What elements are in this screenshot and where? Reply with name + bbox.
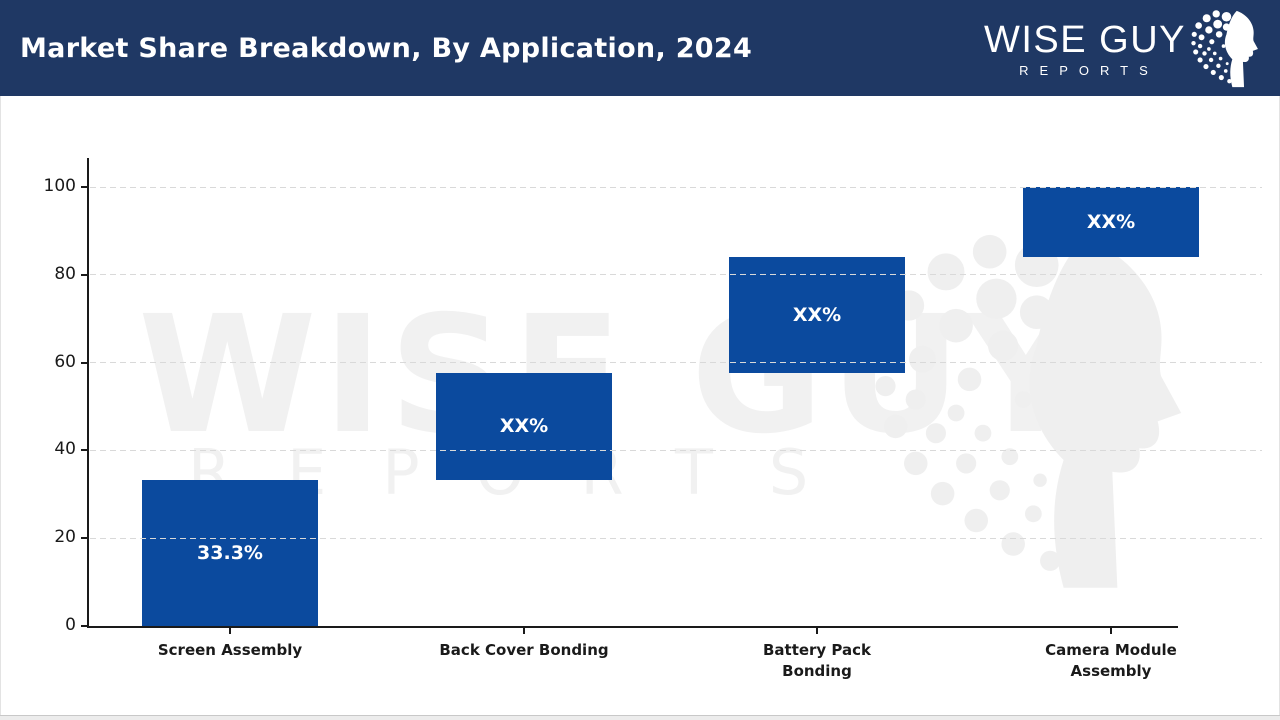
y-tick-label-100: 100 xyxy=(43,176,76,196)
y-tick-label-40: 40 xyxy=(54,439,76,460)
y-tick-mark xyxy=(81,186,88,188)
gridline-60 xyxy=(90,362,1262,364)
y-tick-mark xyxy=(81,273,88,276)
y-tick-mark xyxy=(81,449,88,452)
y-tick-label-60: 60 xyxy=(54,351,76,372)
brand-sub: REPORTS xyxy=(1019,62,1159,78)
x-axis xyxy=(87,626,1178,628)
x-tick-label-battery-pack-bonding: Battery Pack Bonding xyxy=(762,641,872,680)
bottom-edge-strip xyxy=(0,715,1280,720)
bar-back-cover-bonding xyxy=(436,373,612,480)
bar-value-label: XX% xyxy=(499,415,549,438)
gridline-40 xyxy=(90,449,1262,451)
left-edge-line xyxy=(0,96,1,720)
brand-name: WISE GUY xyxy=(983,18,1186,61)
y-tick-mark xyxy=(81,625,88,627)
bar-camera-module-assembly xyxy=(1023,187,1199,257)
gridline-80 xyxy=(90,274,1262,276)
bar-screen-assembly xyxy=(142,479,318,626)
brand-text: WISE GUY REPORTS xyxy=(984,21,1186,78)
y-tick-label-80: 80 xyxy=(54,263,76,284)
x-tick-label-screen-assembly: Screen Assembly xyxy=(157,641,303,659)
y-tick-label-0: 0 xyxy=(65,615,76,635)
y-tick-mark xyxy=(81,361,88,364)
bar-value-label: XX% xyxy=(792,303,842,326)
header-bar: Market Share Breakdown, By Application, … xyxy=(0,0,1280,96)
y-tick-mark xyxy=(81,537,88,540)
x-tick-mark xyxy=(523,626,525,634)
x-tick-label-camera-module-assembly: Camera Module Assembly xyxy=(1045,641,1177,680)
y-tick-label-20: 20 xyxy=(54,527,76,548)
gridline-100 xyxy=(90,186,1262,188)
brand-head-icon xyxy=(1191,10,1258,88)
gridline-20 xyxy=(90,537,1262,539)
x-tick-mark xyxy=(1110,626,1112,634)
bar-value-label: 33.3% xyxy=(197,541,263,564)
page-title: Market Share Breakdown, By Application, … xyxy=(20,32,753,64)
bar-battery-pack-bonding xyxy=(729,256,905,374)
y-axis xyxy=(87,158,89,628)
brand-logo: WISE GUY REPORTS xyxy=(984,8,1262,90)
x-tick-mark xyxy=(229,626,231,634)
bar-value-label: XX% xyxy=(1086,210,1136,233)
x-tick-mark xyxy=(816,626,818,634)
x-tick-label-back-cover-bonding: Back Cover Bonding xyxy=(439,641,609,659)
